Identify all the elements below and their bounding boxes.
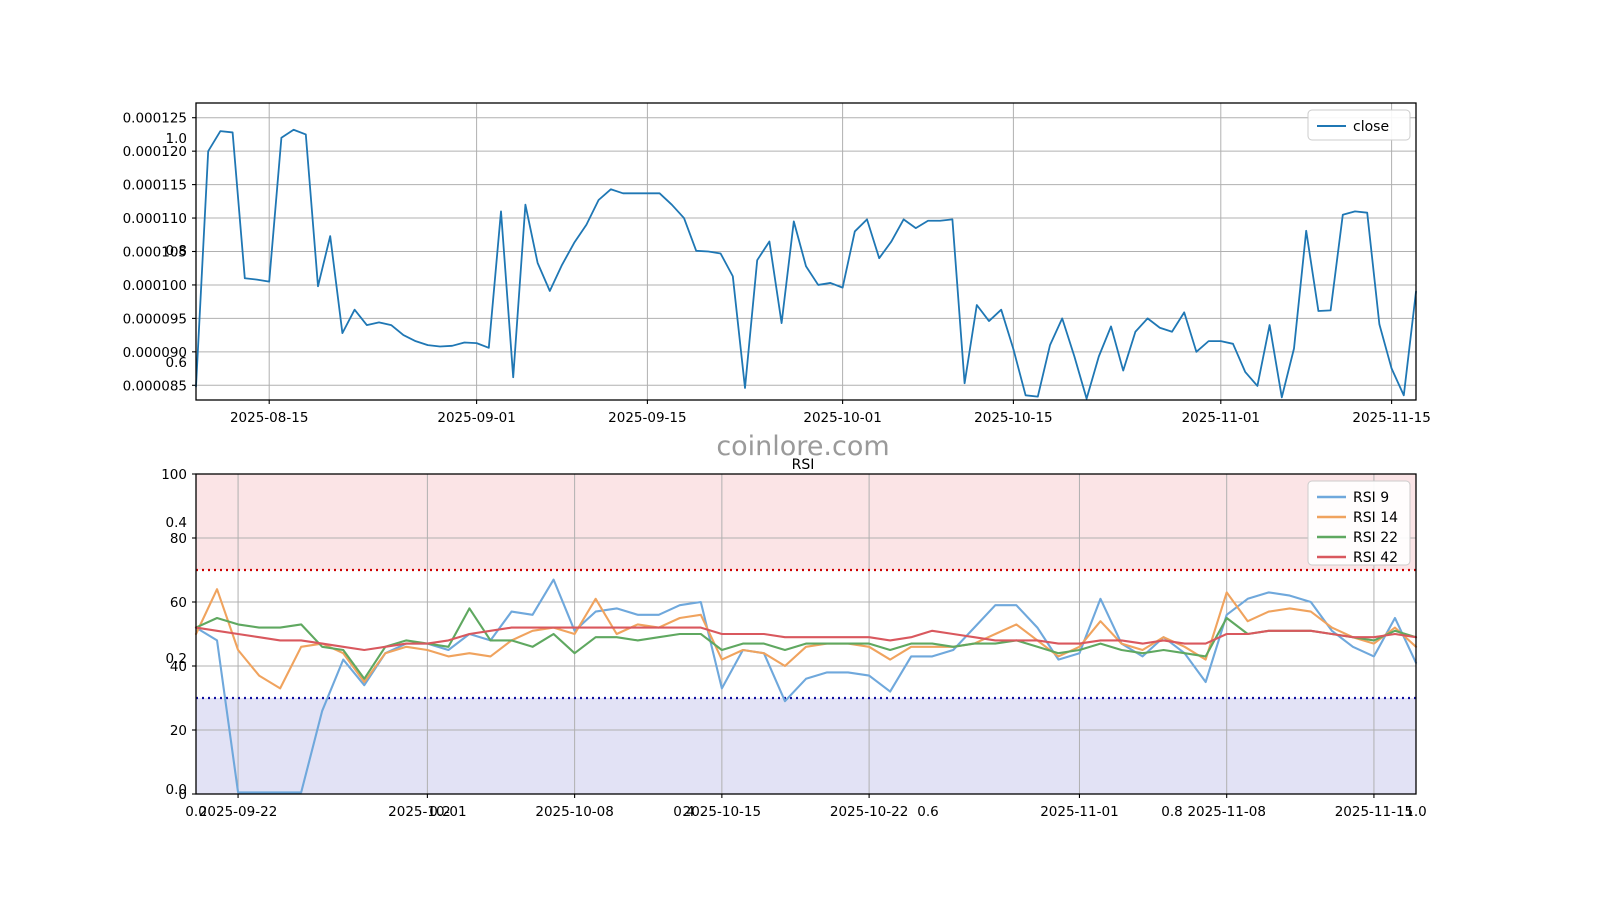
price-ytick-label: 0.000090 (123, 345, 187, 361)
rsi-secondary-xtick-label: 1.0 (1405, 804, 1426, 820)
price-ytick-label: 0.000100 (123, 278, 187, 294)
rsi-zone-oversold-zone (196, 698, 1416, 794)
rsi-xtick-label: 2025-11-15 (1335, 804, 1413, 820)
price-ytick-label: 0.000085 (123, 378, 187, 394)
rsi-secondary-xtick-label: 0.4 (673, 804, 694, 820)
price-ytick-label: 0.000095 (123, 311, 187, 327)
price-xtick-label: 2025-09-15 (608, 410, 686, 426)
rsi-secondary-ytick-label: 0.0 (166, 782, 187, 798)
watermark: coinlore.com (716, 431, 889, 462)
price-ytick-label: 0.000125 (123, 111, 187, 127)
rsi-xtick-label: 2025-10-08 (535, 804, 613, 820)
rsi-ytick-label: 80 (170, 531, 187, 547)
price-xtick-label: 2025-10-15 (974, 410, 1052, 426)
price-panel: 0.000085 0.000090 0.000095 0.000100 0.000105… (123, 102, 1431, 426)
rsi-legend-box (1307, 480, 1411, 566)
price-ytick-label: 0.000105 (123, 245, 187, 261)
rsi-secondary-xtick-label: 0.2 (429, 804, 450, 820)
rsi-legend-label: RSI 42 (1353, 550, 1398, 566)
price-legend-box (1307, 109, 1411, 141)
rsi-secondary-xtick-label: 0.0 (185, 804, 206, 820)
price-legend-label: close (1353, 119, 1389, 135)
price-ytick-label: 0.000115 (123, 178, 187, 194)
rsi-series-rsi-42 (194, 626, 1418, 652)
price-ytick-label: 0.000120 (123, 144, 187, 160)
price-xtick-label: 2025-10-01 (803, 410, 881, 426)
rsi-legend-label: RSI 14 (1353, 510, 1398, 526)
price-xtick-label: 2025-09-01 (437, 410, 515, 426)
rsi-ytick-label: 60 (170, 595, 187, 611)
rsi-zone-overbought-zone (196, 474, 1416, 570)
rsi-secondary-xtick-label: 0.8 (1161, 804, 1182, 820)
rsi-ytick-label: 20 (170, 723, 187, 739)
price-xtick-label: 2025-08-15 (230, 410, 308, 426)
rsi-ytick-label: 0 (178, 787, 187, 803)
rsi-xtick-label: 2025-10-01 (388, 804, 466, 820)
rsi-panel: 0 20 40 60 80 100 0.0 0.2 0.4 2025-09-22 2025-10-0… (161, 467, 1427, 820)
price-plot-frame (195, 102, 1417, 401)
rsi-ytick-label: 100 (161, 467, 187, 483)
rsi-title: RSI (792, 457, 815, 473)
rsi-legend: RSI 9 RSI 14 RSI 22 RSI 42 (1307, 480, 1411, 566)
price-ytick-label: 0.000110 (123, 211, 187, 227)
price-legend: close (1307, 109, 1411, 141)
price-xtick-label: 2025-11-01 (1182, 410, 1260, 426)
price-secondary-ytick-label: 0.8 (166, 243, 187, 259)
rsi-series-rsi-14 (194, 588, 1418, 690)
rsi-xtick-label: 2025-10-15 (683, 804, 761, 820)
rsi-xtick-label: 2025-09-22 (199, 804, 277, 820)
rsi-xtick-label: 2025-11-01 (1040, 804, 1118, 820)
price-xtick-label: 2025-11-15 (1352, 410, 1430, 426)
rsi-secondary-ytick-label: 0.4 (166, 515, 187, 531)
rsi-legend-label: RSI 22 (1353, 530, 1398, 546)
rsi-xtick-label: 2025-11-08 (1187, 804, 1265, 820)
rsi-plot-frame (195, 473, 1417, 795)
rsi-xtick-label: 2025-10-22 (830, 804, 908, 820)
price-secondary-ytick-label: 0.6 (166, 355, 187, 371)
rsi-series-rsi-9 (194, 578, 1418, 794)
rsi-series-rsi-22 (194, 607, 1418, 680)
rsi-secondary-xtick-label: 0.6 (917, 804, 938, 820)
price-series-close (195, 128, 1417, 400)
rsi-ytick-label: 40 (170, 659, 187, 675)
price-secondary-ytick-label: 1.0 (166, 131, 187, 147)
rsi-secondary-ytick-label: 0.2 (166, 651, 187, 667)
rsi-legend-label: RSI 9 (1353, 490, 1389, 506)
